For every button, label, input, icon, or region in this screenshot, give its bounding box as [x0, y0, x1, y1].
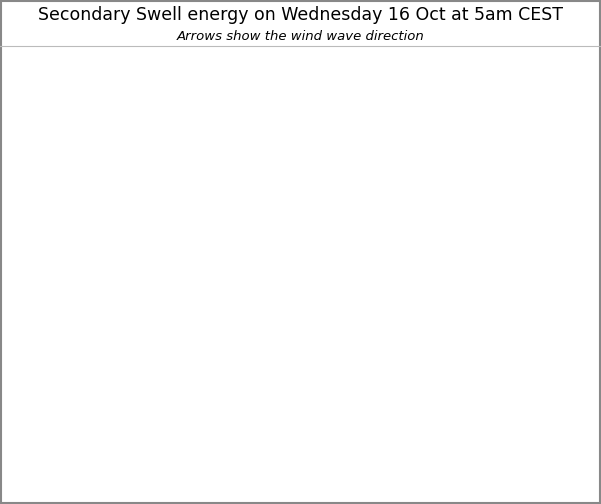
- Text: Map requires cartopy: Map requires cartopy: [227, 268, 374, 282]
- Text: Secondary Swell energy on Wednesday 16 Oct at 5am CEST: Secondary Swell energy on Wednesday 16 O…: [38, 6, 563, 24]
- Text: Arrows show the wind wave direction: Arrows show the wind wave direction: [177, 30, 424, 43]
